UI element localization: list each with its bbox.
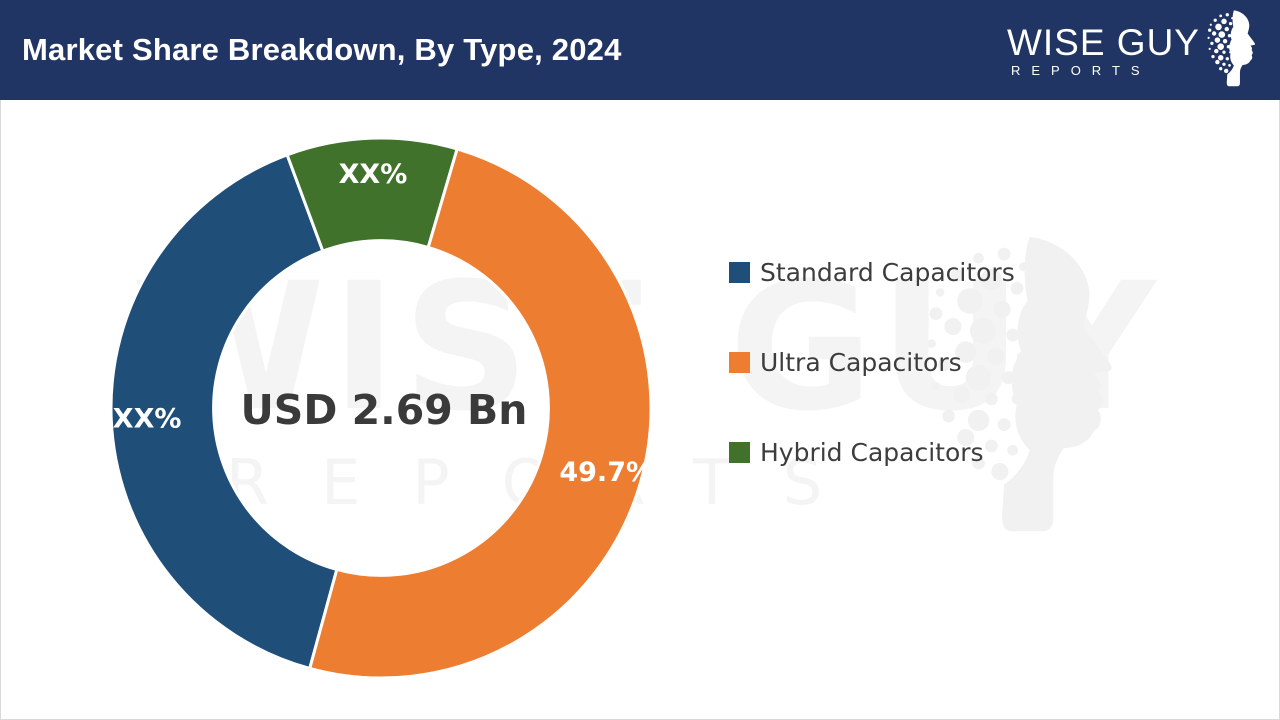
donut-chart: XX% XX% 49.7%	[109, 136, 653, 680]
slice-label-hybrid-capacitors: XX%	[339, 159, 408, 190]
page-title: Market Share Breakdown, By Type, 2024	[22, 32, 622, 67]
donut-slice-ultra-capacitors	[308, 147, 653, 680]
legend-label-hybrid-capacitors: Hybrid Capacitors	[760, 437, 984, 467]
chart-center-value: USD 2.69 Bn	[240, 386, 528, 434]
wise-guy-reports-logo: WISE GUY REPORTS	[1007, 6, 1280, 94]
legend-item-hybrid-capacitors: Hybrid Capacitors	[729, 437, 1015, 467]
legend-swatch-hybrid-capacitors	[729, 441, 750, 463]
chart-area: WISE GUY REPORTS XX%XX%49.7% USD 2.69 Bn…	[0, 100, 1280, 720]
logo-wordmark: WISE GUY REPORTS	[1007, 24, 1200, 77]
header: Market Share Breakdown, By Type, 2024 WI…	[0, 0, 1280, 100]
logo-wordmark-line2: REPORTS	[1010, 62, 1151, 78]
logo-wordmark-line1: WISE GUY	[1006, 21, 1200, 63]
legend-swatch-ultra-capacitors	[729, 351, 750, 373]
legend-item-standard-capacitors: Standard Capacitors	[729, 257, 1015, 287]
legend-label-standard-capacitors: Standard Capacitors	[760, 257, 1015, 287]
slice-label-ultra-capacitors: 49.7%	[559, 457, 653, 488]
legend: Standard Capacitors Ultra Capacitors Hybri…	[729, 257, 1015, 467]
slice-label-standard-capacitors: XX%	[113, 403, 182, 434]
donut-slice-standard-capacitors	[109, 153, 339, 670]
legend-label-ultra-capacitors: Ultra Capacitors	[760, 347, 962, 377]
legend-swatch-standard-capacitors	[729, 261, 750, 283]
legend-item-ultra-capacitors: Ultra Capacitors	[729, 347, 1015, 377]
wise-guy-face-icon	[1207, 10, 1256, 87]
